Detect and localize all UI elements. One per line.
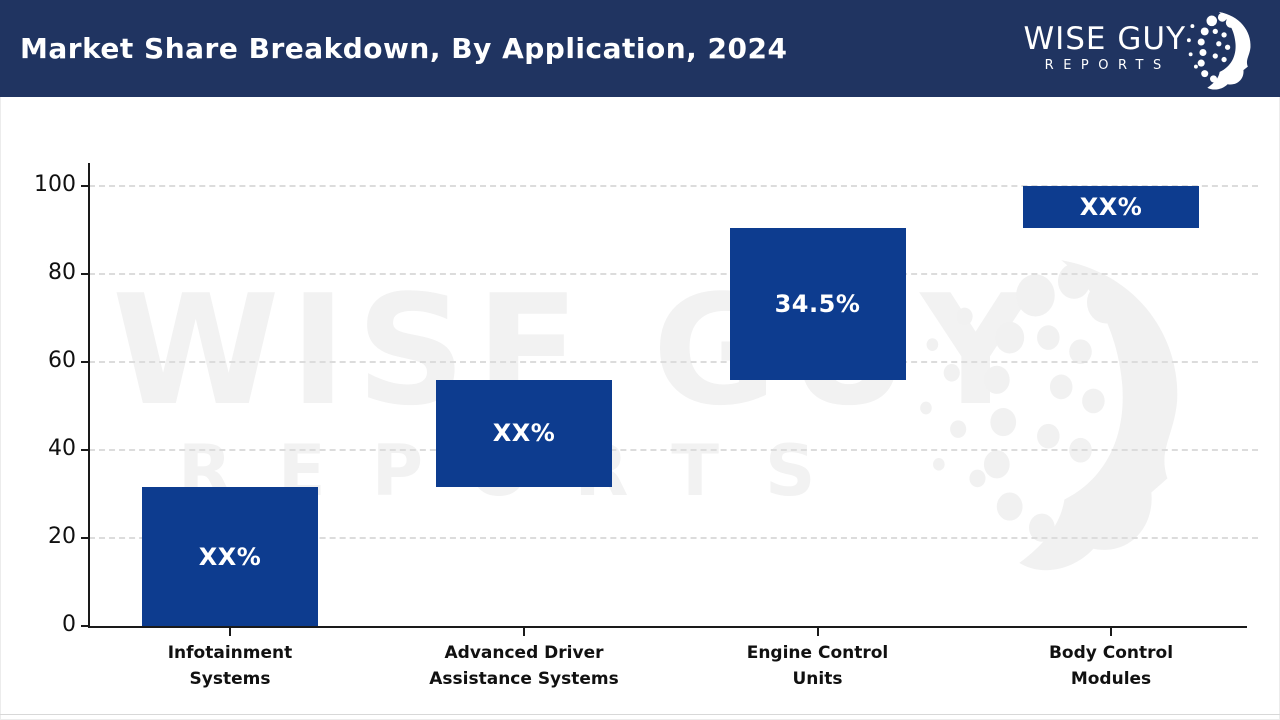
y-tickmark-20: [81, 537, 89, 539]
x-category-label-line: Advanced Driver: [444, 643, 604, 663]
bottom-divider: [0, 714, 1280, 715]
gridline-60: [89, 361, 1258, 363]
gridline-40: [89, 449, 1258, 451]
y-tickmark-100: [81, 185, 89, 187]
bar-label-advanced-driver-assistance-systems: XX%: [492, 419, 556, 448]
x-tickmark-engine-control-units: [816, 628, 819, 636]
x-category-label-infotainment-systems: Infotainment Systems: [70, 640, 390, 693]
bar-label-infotainment-systems: XX%: [198, 542, 262, 571]
x-category-label-line: Body Control: [1048, 643, 1174, 663]
y-tick-label-20: 20: [48, 524, 76, 549]
x-category-label-line: Systems: [189, 669, 271, 690]
bar-infotainment-systems: XX%: [142, 487, 318, 626]
x-category-label-line: Assistance Systems: [429, 669, 619, 690]
x-category-label-advanced-driver-assistance-systems: Advanced Driver Assistance Systems: [364, 640, 684, 693]
x-category-label-engine-control-units: Engine Control Units: [658, 640, 978, 693]
gridline-20: [89, 537, 1258, 539]
dotted-head-icon: [1186, 11, 1251, 90]
logo-text: WISE GUY REPORTS: [1023, 21, 1186, 74]
x-tickmark-body-control-modules: [1110, 628, 1112, 636]
x-category-label-body-control-modules: Body Control Modules: [951, 640, 1271, 693]
bar-engine-control-units: 34.5%: [729, 227, 906, 380]
y-tick-label-40: 40: [48, 436, 76, 461]
y-tick-label-80: 80: [48, 260, 76, 285]
y-axis-line: [88, 163, 90, 628]
y-tickmark-60: [81, 361, 89, 363]
logo-subtitle: REPORTS: [1044, 58, 1171, 73]
y-tick-label-100: 100: [34, 172, 76, 197]
x-axis-line: [88, 626, 1247, 628]
logo-wordmark: WISE GUY: [1023, 21, 1186, 57]
x-category-label-line: Units: [792, 669, 843, 690]
bar-body-control-modules: XX%: [1023, 186, 1199, 228]
page-title: Market Share Breakdown, By Application, …: [20, 32, 788, 65]
gridline-80: [89, 273, 1258, 275]
y-tickmark-0: [81, 625, 89, 627]
x-tickmark-advanced-driver-assistance-systems: [523, 628, 525, 636]
wise-guy-reports-logo: WISE GUY REPORTS: [1023, 5, 1254, 93]
y-tickmark-40: [81, 449, 89, 451]
y-tick-label-0: 0: [62, 612, 76, 637]
bar-label-engine-control-units: 34.5%: [774, 289, 861, 318]
gridline-100: [89, 185, 1258, 187]
header-bar: Market Share Breakdown, By Application, …: [0, 0, 1280, 97]
x-category-label-line: Modules: [1070, 669, 1152, 690]
y-tick-label-60: 60: [48, 348, 76, 373]
x-tickmark-infotainment-systems: [229, 628, 231, 636]
y-tickmark-80: [81, 273, 89, 275]
x-category-label-line: Engine Control: [746, 643, 889, 663]
watermark-head-icon: [920, 260, 1178, 571]
x-category-label-line: Infotainment: [167, 643, 293, 663]
bar-label-body-control-modules: XX%: [1079, 192, 1143, 221]
bar-advanced-driver-assistance-systems: XX%: [436, 379, 612, 488]
